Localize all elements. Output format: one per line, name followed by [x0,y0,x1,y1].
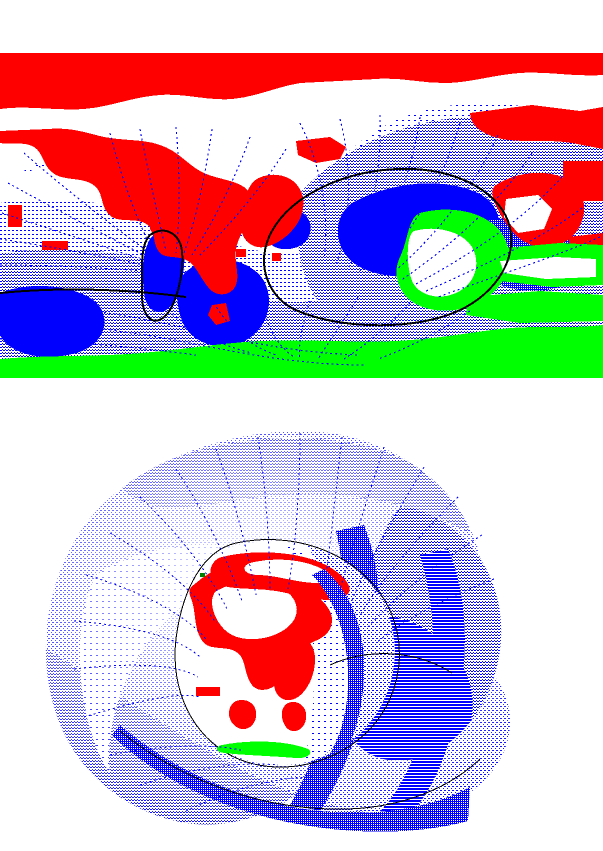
core-landmask [189,552,350,732]
globe-contour-lines [73,432,495,812]
globe-plot-svg [0,425,603,851]
southern-landmask [0,209,603,378]
zero-contour-curves [0,167,513,327]
inner-core-disc [175,541,395,766]
globe-zero-contours [119,539,481,810]
spherical-projection-panel[interactable] [0,425,603,851]
globe-southern-landmask [200,573,311,759]
map-plot-svg [0,53,603,378]
equirectangular-map-panel[interactable] [0,53,603,378]
contour-lines [0,114,601,366]
